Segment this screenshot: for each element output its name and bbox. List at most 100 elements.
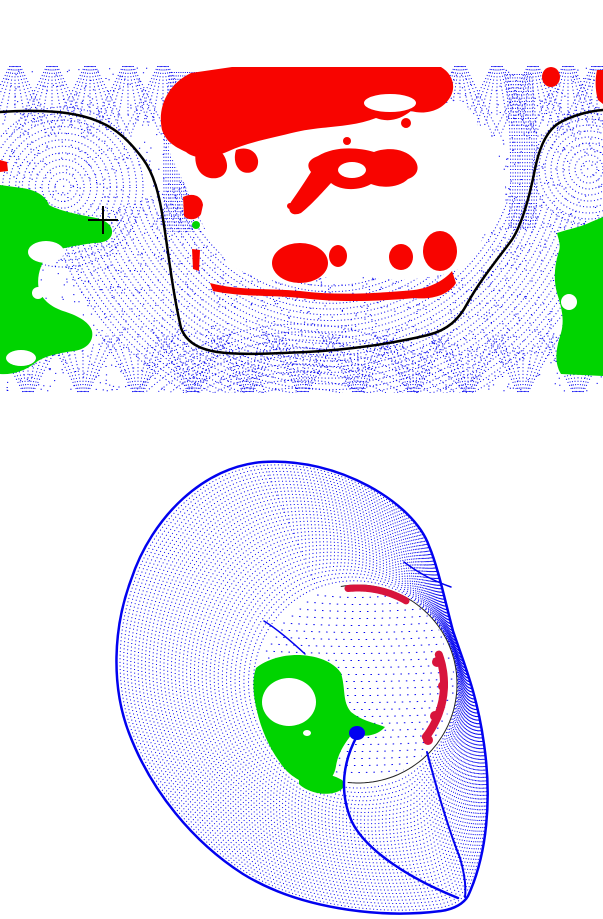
field-line-fan xyxy=(197,327,236,393)
field-line-fan xyxy=(535,66,555,128)
field-line-fan xyxy=(93,66,122,133)
field-line-loop xyxy=(0,106,144,268)
red-open-field-blob xyxy=(542,67,560,87)
shell-field-line xyxy=(217,551,463,821)
field-line-fan xyxy=(557,66,568,122)
field-line-fan xyxy=(446,338,466,393)
field-line-fan xyxy=(72,344,83,393)
white-hole xyxy=(561,294,577,310)
crimson-surface-strip xyxy=(344,584,410,605)
field-line-curtain xyxy=(528,73,536,229)
field-line-arc xyxy=(256,387,344,393)
field-line-arc xyxy=(68,222,592,393)
field-line-loop xyxy=(47,171,79,203)
field-line-texture-layer xyxy=(0,66,603,393)
white-hole xyxy=(32,287,44,299)
field-line-loop xyxy=(8,132,118,242)
field-line-fan xyxy=(417,66,456,139)
field-line-fan xyxy=(58,66,87,133)
disk-field-dots xyxy=(275,636,443,640)
field-line-arc xyxy=(150,196,510,327)
field-line-fan xyxy=(131,66,160,133)
field-line-fan xyxy=(182,344,193,393)
shell-field-line xyxy=(148,490,477,884)
field-line-fan xyxy=(486,66,497,122)
field-line-curtain xyxy=(506,73,514,229)
field-line-fan xyxy=(131,66,160,133)
field-line-fan xyxy=(85,66,124,139)
field-line-loop xyxy=(21,145,105,229)
field-line-fan xyxy=(132,66,171,139)
field-line-fan xyxy=(533,66,544,122)
shell-field-line xyxy=(178,517,469,857)
field-line-fan xyxy=(0,66,11,88)
field-line-arc xyxy=(177,187,483,299)
field-line-arc xyxy=(139,199,521,339)
sphere-3d-panel xyxy=(115,460,489,915)
field-line-fan xyxy=(9,66,48,139)
field-line-fan xyxy=(402,344,413,393)
shell-field-line xyxy=(252,580,458,789)
field-line-loop xyxy=(556,136,603,202)
field-line-arc xyxy=(73,220,587,393)
field-line-fan xyxy=(472,327,511,393)
separatrix-line xyxy=(426,751,467,898)
field-line-loop xyxy=(574,154,603,184)
field-line-fan xyxy=(463,66,492,133)
field-line-fan xyxy=(537,66,576,139)
shell-field-line xyxy=(130,474,483,901)
field-line-fan xyxy=(417,327,456,393)
field-line-fan xyxy=(41,66,52,122)
field-line-loop xyxy=(28,152,98,222)
red-open-field-region xyxy=(595,70,603,104)
red-open-field-region xyxy=(183,194,203,220)
field-line-arc xyxy=(95,213,565,385)
field-line-curtain xyxy=(516,73,524,229)
field-line-fan xyxy=(571,66,600,133)
shell-field-line xyxy=(201,537,465,836)
field-line-fan xyxy=(497,66,508,122)
green-open-field-layer xyxy=(0,185,603,376)
green-surface-tail xyxy=(299,773,345,794)
field-line-fan xyxy=(535,327,574,393)
field-line-arc xyxy=(156,339,444,393)
field-line-fan xyxy=(554,66,593,139)
disk-field-dots xyxy=(265,671,455,675)
field-line-fan xyxy=(252,327,291,393)
green-open-field-region xyxy=(554,217,603,376)
field-line-loop xyxy=(2,126,124,248)
disk-field-dots xyxy=(267,657,452,661)
field-line-fan xyxy=(4,66,15,122)
field-line-fan xyxy=(116,338,136,393)
field-line-arc xyxy=(144,331,456,393)
red-open-field-region xyxy=(160,67,454,158)
field-line-fan xyxy=(470,338,490,393)
field-line-curtain xyxy=(514,73,521,229)
neutral-line xyxy=(0,108,603,356)
field-line-fan xyxy=(500,66,529,133)
crimson-surface-blob xyxy=(438,681,448,691)
field-line-fan xyxy=(138,344,149,393)
field-line-curtain xyxy=(509,73,516,229)
disk-field-dots xyxy=(293,755,422,759)
field-line-fan xyxy=(55,66,84,133)
field-line-loop xyxy=(54,178,72,196)
disk-field-dots xyxy=(277,734,440,738)
field-line-fan xyxy=(68,66,88,128)
disk-field-dots xyxy=(266,713,448,717)
red-open-field-region xyxy=(192,249,200,271)
field-line-fan xyxy=(30,66,50,128)
shell-field-line xyxy=(238,569,460,802)
red-open-field-blob xyxy=(389,244,413,270)
green-open-field-dot xyxy=(62,221,68,227)
green-open-field-dot xyxy=(192,221,200,229)
disk-field-dots xyxy=(317,594,396,598)
green-open-field-region xyxy=(0,185,113,375)
shell-field-line xyxy=(144,487,478,888)
field-line-fan xyxy=(511,66,531,128)
central-unipolar-white-region xyxy=(168,99,506,282)
field-line-fan xyxy=(307,327,346,393)
field-line-fan xyxy=(415,338,435,393)
field-line-fan xyxy=(336,338,356,393)
